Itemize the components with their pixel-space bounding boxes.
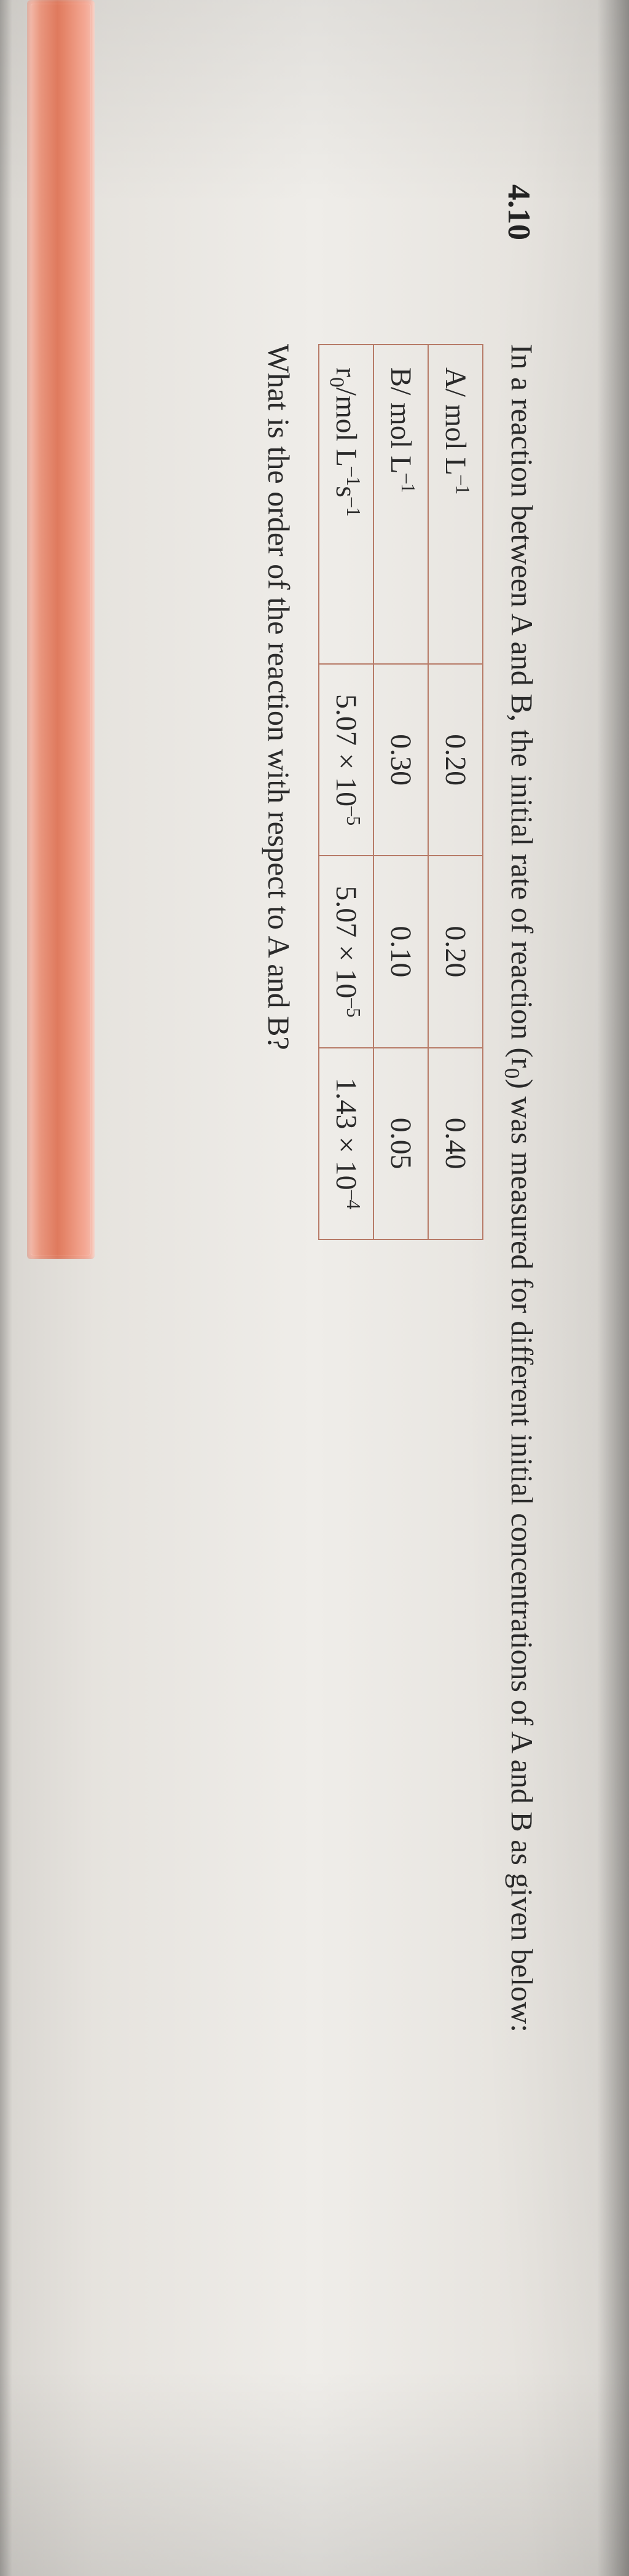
exponent: –4 xyxy=(343,1190,364,1209)
section-heading-bar xyxy=(27,0,95,1259)
page-edge-shadow-bottom xyxy=(0,0,12,2576)
label-text: r xyxy=(330,367,362,377)
label-sub: 0 xyxy=(325,377,348,388)
question-text-part2: for different initial concentrations of … xyxy=(505,1278,539,2032)
table-cell: 0.20 xyxy=(428,664,483,856)
page: 4.10 In a reaction between A and B, the … xyxy=(0,0,629,2576)
mantissa: 1.43 × 10 xyxy=(330,1078,362,1190)
question-number: 4.10 xyxy=(501,184,537,240)
table-row: r0/mol L–1s–1 5.07 × 10–5 5.07 × 10–5 1.… xyxy=(319,345,373,1239)
question-text: In a reaction between A and B, the initi… xyxy=(501,344,543,2392)
row-label-a: A/ mol L–1 xyxy=(428,345,483,664)
table-cell: 0.10 xyxy=(373,856,428,1047)
question-followup: What is the order of the reaction with r… xyxy=(257,344,300,2392)
exponent: –5 xyxy=(343,806,364,825)
label-sup: –1 xyxy=(343,498,364,517)
table-cell: 0.40 xyxy=(428,1048,483,1239)
page-edge-shadow-top xyxy=(597,0,629,2576)
table-row: A/ mol L–1 0.20 0.20 0.40 xyxy=(428,345,483,1239)
table-cell: 0.05 xyxy=(373,1048,428,1239)
data-table: A/ mol L–1 0.20 0.20 0.40 B/ mol L–1 0.3… xyxy=(318,344,483,1240)
question-text-part1-tail: ) was measured xyxy=(505,1079,539,1270)
label-text: s xyxy=(330,486,362,498)
exponent: –5 xyxy=(343,998,364,1017)
table-cell: 1.43 × 10–4 xyxy=(319,1048,373,1239)
label-sup: –1 xyxy=(343,467,364,486)
row-label-b: B/ mol L–1 xyxy=(373,345,428,664)
label-text: B/ mol L xyxy=(385,367,417,474)
label-text: /mol L xyxy=(330,388,362,467)
table-cell: 5.07 × 10–5 xyxy=(319,856,373,1047)
table-cell: 0.30 xyxy=(373,664,428,856)
label-sup: –1 xyxy=(397,474,419,493)
label-text: A/ mol L xyxy=(439,367,472,475)
table-cell: 0.20 xyxy=(428,856,483,1047)
row-label-r0: r0/mol L–1s–1 xyxy=(319,345,373,664)
rotated-page-wrapper: 4.10 In a reaction between A and B, the … xyxy=(0,0,629,2576)
question-text-part1: In a reaction between A and B, the initi… xyxy=(505,344,539,1068)
mantissa: 5.07 × 10 xyxy=(330,886,362,998)
table-cell: 5.07 × 10–5 xyxy=(319,664,373,856)
table-row: B/ mol L–1 0.30 0.10 0.05 xyxy=(373,345,428,1239)
r0-subscript: 0 xyxy=(500,1068,524,1079)
label-sup: –1 xyxy=(452,475,474,494)
mantissa: 5.07 × 10 xyxy=(330,694,362,806)
